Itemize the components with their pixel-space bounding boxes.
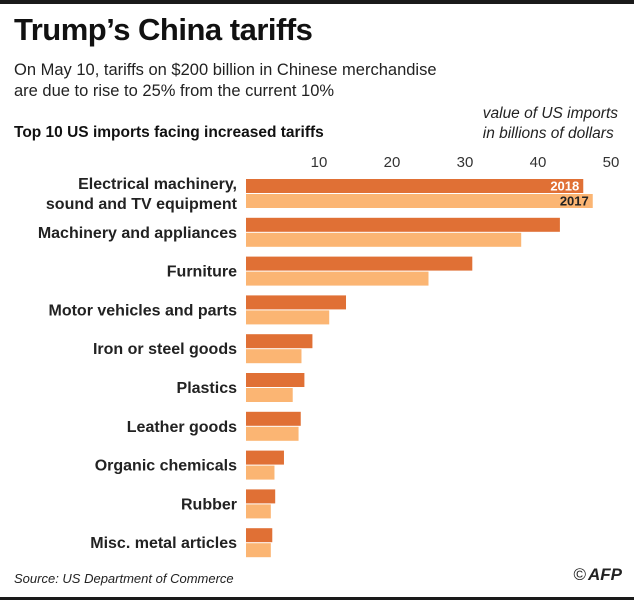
- series-label-2017: 2017: [560, 194, 589, 209]
- chart-title: Top 10 US imports facing increased tarif…: [14, 124, 324, 141]
- category-label: Furniture: [167, 264, 237, 281]
- tick-label: 50: [603, 154, 620, 171]
- category-label: Machinery and appliances: [38, 225, 237, 242]
- bar-2017: [246, 504, 271, 519]
- category-label: Organic chemicals: [95, 458, 237, 475]
- bar-2018: [246, 295, 347, 310]
- subtitle: On May 10, tariffs on $200 billion in Ch…: [14, 60, 614, 102]
- subtitle-line-2: are due to rise to 25% from the current …: [14, 82, 335, 100]
- series-label-2018: 2018: [550, 179, 579, 194]
- bar-2017: [246, 465, 275, 480]
- subtitle-line-1: On May 10, tariffs on $200 billion in Ch…: [14, 61, 437, 79]
- page-title: Trump’s China tariffs: [14, 12, 313, 47]
- tick-label: 10: [311, 154, 328, 171]
- top-rule: [0, 0, 634, 4]
- bar-2018: [246, 373, 305, 387]
- bottom-rule: [0, 597, 634, 600]
- bar-2017: [246, 349, 302, 364]
- bar-2018: [246, 217, 560, 232]
- category-label: Leather goods: [127, 419, 237, 436]
- unit-line-1: value of US imports: [482, 105, 618, 122]
- copyright-symbol: ©: [573, 565, 586, 584]
- unit-line-2: in billions of dollars: [482, 125, 614, 142]
- category-label: Iron or steel goods: [93, 341, 237, 358]
- bar-2018: [246, 256, 473, 271]
- bar-2017: [246, 426, 299, 441]
- category-label: Rubber: [181, 496, 237, 513]
- bar-2017: [246, 194, 593, 208]
- bar-2018: [246, 528, 273, 543]
- category-label: Motor vehicles and parts: [49, 302, 238, 319]
- tick-label: 40: [530, 154, 547, 171]
- afp-wordmark: AFP: [588, 565, 622, 584]
- bar-2018: [246, 334, 313, 349]
- unit-note: value of US imports in billions of dolla…: [483, 104, 618, 144]
- bar-2017: [246, 232, 522, 247]
- bar-2017: [246, 271, 429, 286]
- bar-2018: [246, 179, 584, 193]
- tick-label: 30: [457, 154, 474, 171]
- bar-2018: [246, 411, 301, 426]
- bar-2018: [246, 489, 276, 504]
- category-label: Electrical machinery,: [78, 176, 237, 193]
- bar-2017: [246, 388, 293, 402]
- category-label: sound and TV equipment: [46, 196, 238, 213]
- category-label: Plastics: [177, 380, 238, 397]
- bar-2017: [246, 543, 271, 558]
- source-note: Source: US Department of Commerce: [14, 571, 234, 586]
- tick-label: 20: [384, 154, 401, 171]
- afp-logo: © AFP: [573, 565, 622, 585]
- bar-2017: [246, 310, 330, 325]
- category-label: Misc. metal articles: [90, 535, 237, 552]
- bar-2018: [246, 450, 284, 465]
